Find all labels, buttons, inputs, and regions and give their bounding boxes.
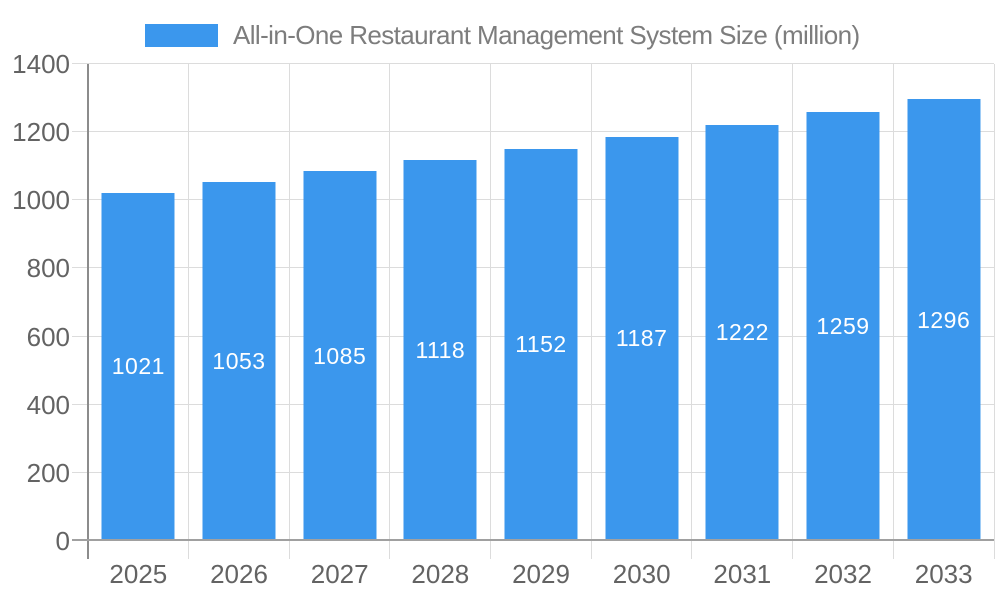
y-tick-label: 200 <box>26 457 70 488</box>
plot-area: 1021 1053 1085 1118 1152 1187 1222 1259 1296 <box>72 63 995 559</box>
bar-value-label: 1085 <box>313 342 367 369</box>
bar-value-label: 1021 <box>111 353 165 380</box>
gridline-vertical <box>288 64 290 559</box>
bar-2027: 1085 <box>303 171 377 541</box>
bar-2025: 1021 <box>101 193 175 541</box>
gridline-vertical <box>490 64 492 559</box>
bar-value-label: 1053 <box>212 347 266 374</box>
bar-2028: 1118 <box>403 160 477 541</box>
x-tick-label: 2030 <box>612 559 671 589</box>
gridline-horizontal <box>72 131 994 133</box>
x-axis-baseline <box>72 539 994 541</box>
bar-2026: 1053 <box>202 182 276 541</box>
gridline-vertical <box>389 64 391 559</box>
y-tick-label: 600 <box>26 321 70 352</box>
x-tick-label: 2033 <box>914 559 973 589</box>
y-axis-labels: 0 200 400 600 800 1000 1200 1400 <box>0 51 70 554</box>
bar-2030: 1187 <box>605 136 679 541</box>
bar-value-label: 1296 <box>917 306 971 333</box>
x-tick-label: 2028 <box>411 559 470 589</box>
gridline-vertical <box>590 64 592 559</box>
y-tick-label: 1000 <box>12 185 70 216</box>
legend-swatch <box>145 24 218 47</box>
bar-value-label: 1259 <box>816 312 870 339</box>
legend-label: All-in-One Restaurant Management System … <box>233 20 860 50</box>
y-tick-label: 400 <box>26 389 70 420</box>
x-tick-label: 2027 <box>310 559 369 589</box>
bar-2032: 1259 <box>806 112 880 541</box>
gridline-vertical <box>792 64 794 559</box>
y-tick-label: 0 <box>55 526 70 556</box>
gridline-vertical <box>691 64 693 559</box>
x-tick-label: 2026 <box>210 559 268 589</box>
x-tick-label: 2031 <box>713 559 772 589</box>
x-axis-labels: 2025 2026 2027 2028 2029 2030 2031 2032 2033 <box>88 559 994 596</box>
bar-value-label: 1222 <box>715 319 769 346</box>
gridline-vertical <box>892 64 894 559</box>
legend: All-in-One Restaurant Management System … <box>145 20 860 51</box>
gridline-vertical <box>188 64 190 559</box>
x-tick-label: 2029 <box>512 559 570 589</box>
x-tick-label: 2025 <box>109 559 168 589</box>
bar-value-label: 1152 <box>515 330 567 357</box>
bar-value-label: 1118 <box>415 336 466 363</box>
bar-2033: 1296 <box>907 99 981 541</box>
y-tick-label: 800 <box>26 253 70 284</box>
bar-2029: 1152 <box>504 148 578 541</box>
bar-2031: 1222 <box>705 124 779 541</box>
y-axis-line <box>87 64 89 559</box>
gridline-horizontal <box>72 63 994 64</box>
bar-value-label: 1187 <box>615 325 668 351</box>
x-tick-label: 2032 <box>814 559 872 589</box>
gridline-vertical <box>993 64 995 559</box>
y-tick-label: 1400 <box>12 49 70 79</box>
y-tick-label: 1200 <box>12 117 70 148</box>
